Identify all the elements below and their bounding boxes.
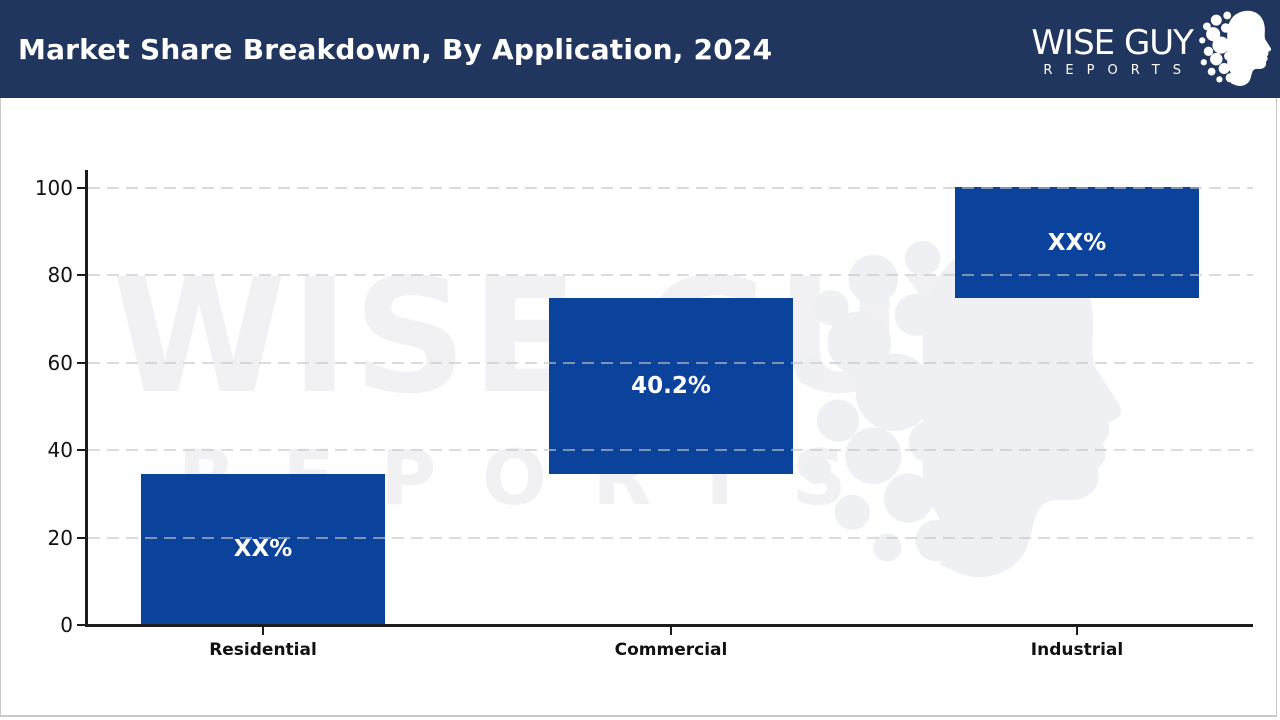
x-tick-label-industrial: Industrial [1030,640,1124,660]
y-tick-label-80: 80 [47,263,73,288]
chart-area: WISE GUY REPORTS XX% 40.2% XX% 0 20 40 60 80 10… [0,98,1280,720]
logo-text: WISE GUY REPORTS [1030,26,1194,77]
page-border-left [0,98,1,716]
y-tick-mark-0 [77,624,85,626]
y-tick-mark-80 [77,274,85,277]
x-axis-line [85,624,1253,627]
y-tick-label-60: 60 [47,350,73,375]
y-tick-mark-40 [77,449,85,452]
x-tick-mark-industrial [1076,627,1078,635]
bar-residential: XX% [141,474,385,624]
page-border-right [1276,98,1277,716]
labels-layer: 0 20 40 60 80 100 Residential Commercial Industr… [0,98,1280,720]
y-tick-mark-60 [77,361,85,364]
x-tick-mark-residential [262,627,264,635]
page-title: Market Share Breakdown, By Application, … [18,32,773,66]
bar-value-label: 40.2% [631,373,711,400]
x-tick-label-residential: Residential [209,640,317,660]
x-tick-mark-commercial [670,627,672,635]
y-tick-label-0: 0 [60,613,73,637]
header-band: Market Share Breakdown, By Application, … [0,0,1280,98]
axes-layer [0,98,1280,720]
logo-subtitle: REPORTS [1043,62,1194,78]
bar-value-label: XX% [233,536,293,563]
wise-guy-logo: WISE GUY REPORTS [1030,4,1274,94]
y-tick-label-20: 20 [47,525,73,550]
y-axis-line [85,170,88,627]
bar-commercial: 40.2% [549,298,793,475]
y-tick-mark-20 [77,536,85,539]
y-tick-mark-100 [77,187,85,189]
dot-head-logo-icon [1199,10,1272,86]
y-tick-label-40: 40 [47,438,73,463]
x-tick-label-commercial: Commercial [614,640,728,660]
logo-wordmark: WISE GUY [1031,22,1194,63]
page-border-bottom [0,715,1277,717]
y-tick-label-100: 100 [34,176,73,200]
